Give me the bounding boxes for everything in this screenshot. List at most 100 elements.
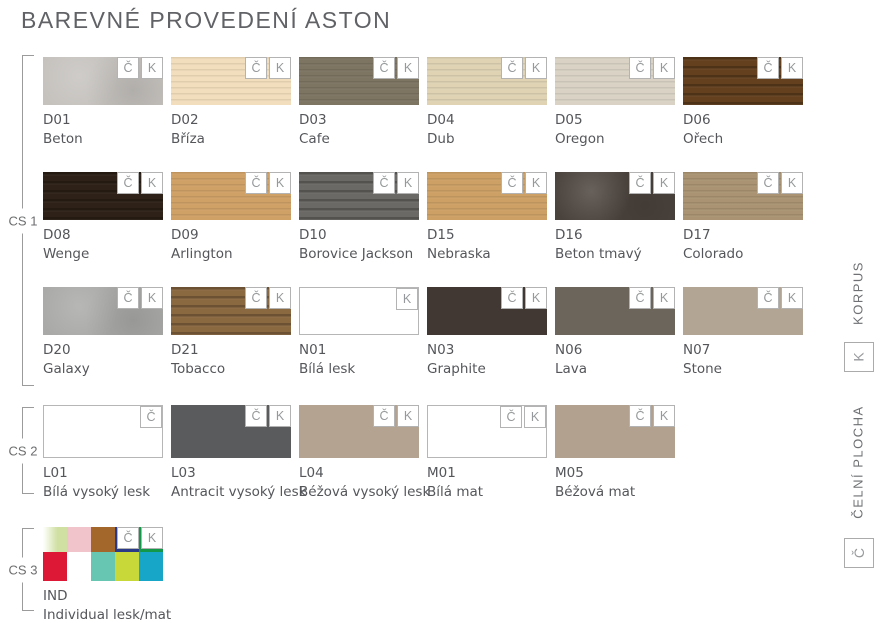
korpus-badge: K <box>397 57 419 79</box>
korpus-badge: K <box>525 172 547 194</box>
swatch-name: Graphite <box>427 361 486 377</box>
front-badge: Č <box>629 172 651 194</box>
swatch-name: Arlington <box>171 246 233 262</box>
swatch-name: Bílá lesk <box>299 361 356 377</box>
swatch-item-d04: Č K D04 Dub <box>427 57 547 147</box>
front-badge: Č <box>501 287 523 309</box>
swatch-code: N06 <box>555 342 583 358</box>
korpus-badge: K <box>525 287 547 309</box>
swatch-row-2: Č K D08 Wenge Č K D09 Arlington Č K D10 Borovice Ja… <box>43 172 803 262</box>
swatch-name: Colorado <box>683 246 744 262</box>
swatch-name: Bílá mat <box>427 484 484 500</box>
swatch-code: D08 <box>43 227 71 243</box>
front-badge: Č <box>757 57 779 79</box>
korpus-badge: K <box>269 287 291 309</box>
ind-color-cell <box>43 552 67 581</box>
front-badge: Č <box>117 527 139 549</box>
front-badge: Č <box>501 57 523 79</box>
swatch-code: L03 <box>171 465 196 481</box>
cs1-label: CS 1 <box>5 208 41 233</box>
front-badge: Č <box>629 287 651 309</box>
front-badge: Č <box>117 57 139 79</box>
swatch-preview: Č <box>43 405 163 458</box>
korpus-badge: K <box>524 406 546 428</box>
swatch-name: Wenge <box>43 246 90 262</box>
swatch-name: Béžová mat <box>555 484 636 500</box>
korpus-badge: K <box>141 172 163 194</box>
swatch-code: M01 <box>427 465 456 481</box>
swatch-name: Béžová vysoký lesk <box>299 484 431 500</box>
korpus-badge: K <box>141 287 163 309</box>
swatch-item-d08: Č K D08 Wenge <box>43 172 163 262</box>
cs1-bracket: CS 1 <box>5 55 41 386</box>
front-badge: Č <box>245 57 267 79</box>
swatch-code: L01 <box>43 465 68 481</box>
swatch-code: M05 <box>555 465 584 481</box>
ind-color-cell <box>115 552 139 581</box>
celni-plocha-legend-label: ČELNÍ PLOCHA <box>850 405 866 519</box>
page-title: BAREVNÉ PROVEDENÍ ASTON <box>21 7 392 33</box>
korpus-legend-label: KORPUS <box>850 261 866 325</box>
front-badge: Č <box>140 406 162 428</box>
swatch-item-d17: Č K D17 Colorado <box>683 172 803 262</box>
badge-group: Č <box>140 406 162 428</box>
korpus-badge: K <box>653 405 675 427</box>
swatch-code: N03 <box>427 342 455 358</box>
ind-color-cell <box>67 552 91 581</box>
ind-color-cell <box>91 552 115 581</box>
ind-color-cell <box>43 527 67 552</box>
swatch-code: N07 <box>683 342 711 358</box>
cs3-bracket: CS 3 <box>5 528 41 611</box>
swatch-code: D17 <box>683 227 711 243</box>
swatch-item-l03: Č K L03 Antracit vysoký lesk <box>171 405 307 500</box>
swatch-item-n07: Č K N07 Stone <box>683 287 803 377</box>
front-badge: Č <box>373 405 395 427</box>
swatch-code: L04 <box>299 465 324 481</box>
swatch-name: Galaxy <box>43 361 90 377</box>
korpus-badge: K <box>397 405 419 427</box>
korpus-key-box: K <box>844 342 874 372</box>
swatch-name: Antracit vysoký lesk <box>171 484 307 500</box>
front-badge: Č <box>373 57 395 79</box>
swatch-code: D02 <box>171 112 199 128</box>
korpus-badge: K <box>269 57 291 79</box>
korpus-badge: K <box>269 172 291 194</box>
front-badge: Č <box>117 287 139 309</box>
swatch-row-3: Č K D20 Galaxy Č K D21 Tobacco K N01 Bílá lesk Č K N0… <box>43 287 803 377</box>
swatch-name: Beton <box>43 131 83 147</box>
swatch-code: D09 <box>171 227 199 243</box>
swatch-item-d20: Č K D20 Galaxy <box>43 287 163 377</box>
swatch-name: Tobacco <box>171 361 226 377</box>
korpus-badge: K <box>781 57 803 79</box>
korpus-badge: K <box>653 287 675 309</box>
swatch-name: Bříza <box>171 131 205 147</box>
korpus-badge: K <box>141 527 163 549</box>
ind-color-cell <box>67 527 91 552</box>
celni-plocha-key-letter: Č <box>851 547 867 559</box>
